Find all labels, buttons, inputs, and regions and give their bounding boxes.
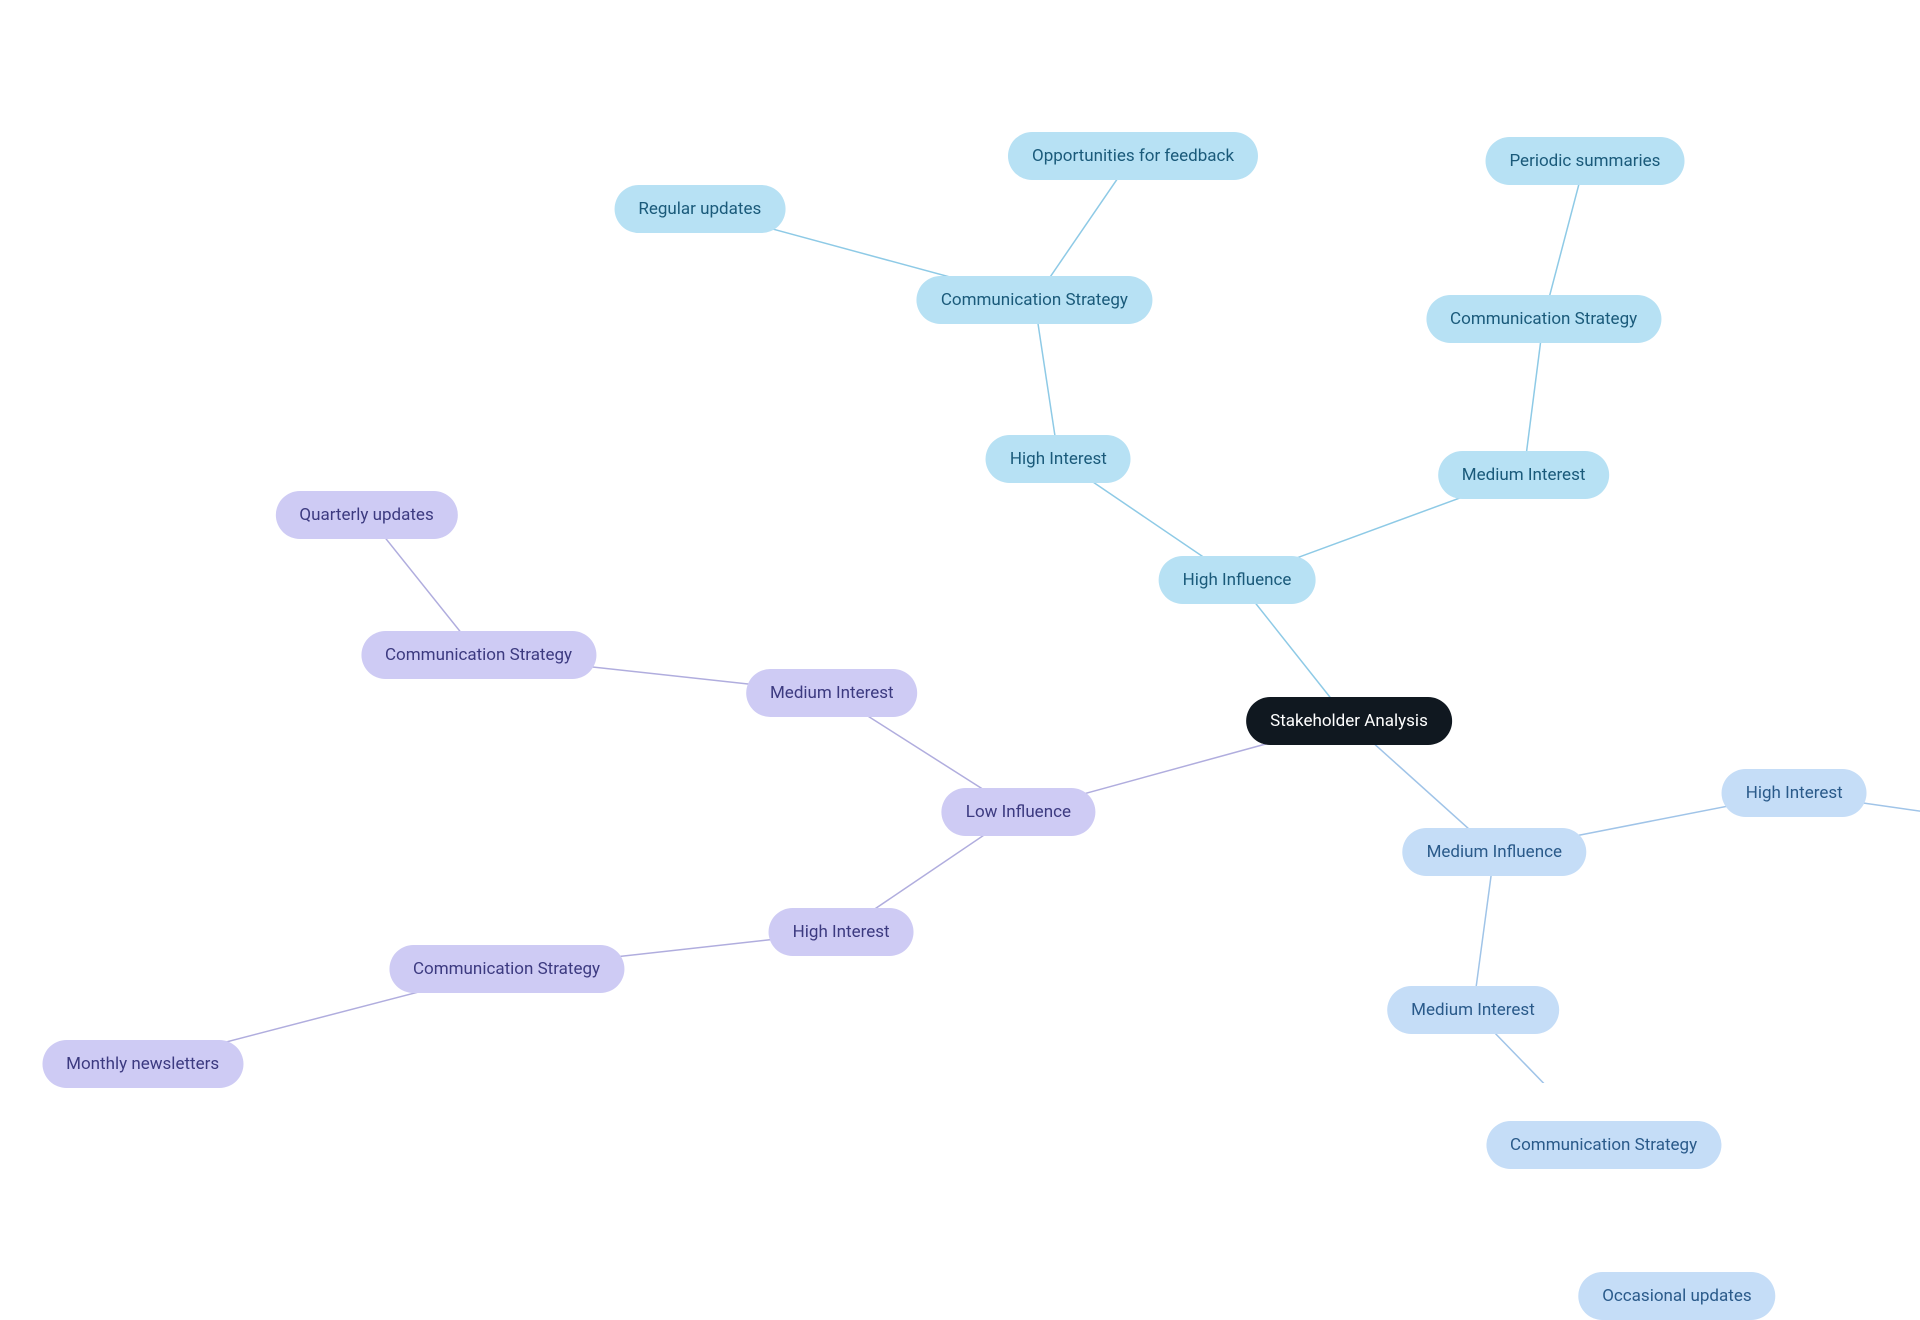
node-mi_mi_occ[interactable]: Occasional updates bbox=[1578, 1272, 1775, 1320]
node-hi_mi_cs[interactable]: Communication Strategy bbox=[1426, 295, 1661, 343]
node-li_mi_cs[interactable]: Communication Strategy bbox=[361, 631, 596, 679]
node-low_inf[interactable]: Low Influence bbox=[942, 788, 1095, 836]
node-li_hi_cs[interactable]: Communication Strategy bbox=[389, 945, 624, 993]
node-root[interactable]: Stakeholder Analysis bbox=[1246, 697, 1452, 745]
node-hi_mi_per[interactable]: Periodic summaries bbox=[1485, 137, 1684, 185]
node-hi_hi_reg[interactable]: Regular updates bbox=[614, 185, 785, 233]
node-li_mi_qu[interactable]: Quarterly updates bbox=[275, 491, 457, 539]
node-mi_mi[interactable]: Medium Interest bbox=[1387, 986, 1559, 1034]
node-mi_hi[interactable]: High Interest bbox=[1722, 769, 1867, 817]
node-hi_mi[interactable]: Medium Interest bbox=[1438, 451, 1610, 499]
node-li_mi[interactable]: Medium Interest bbox=[746, 669, 918, 717]
node-hi_hi_opp[interactable]: Opportunities for feedback bbox=[1008, 132, 1258, 180]
node-hi_hi[interactable]: High Interest bbox=[986, 435, 1131, 483]
node-mi_mi_cs[interactable]: Communication Strategy bbox=[1486, 1121, 1721, 1169]
node-med_inf[interactable]: Medium Influence bbox=[1403, 828, 1586, 876]
node-high_inf[interactable]: High Influence bbox=[1159, 556, 1316, 604]
node-hi_hi_cs[interactable]: Communication Strategy bbox=[917, 276, 1152, 324]
node-li_hi[interactable]: High Interest bbox=[769, 908, 914, 956]
node-li_hi_mn[interactable]: Monthly newsletters bbox=[42, 1040, 243, 1088]
